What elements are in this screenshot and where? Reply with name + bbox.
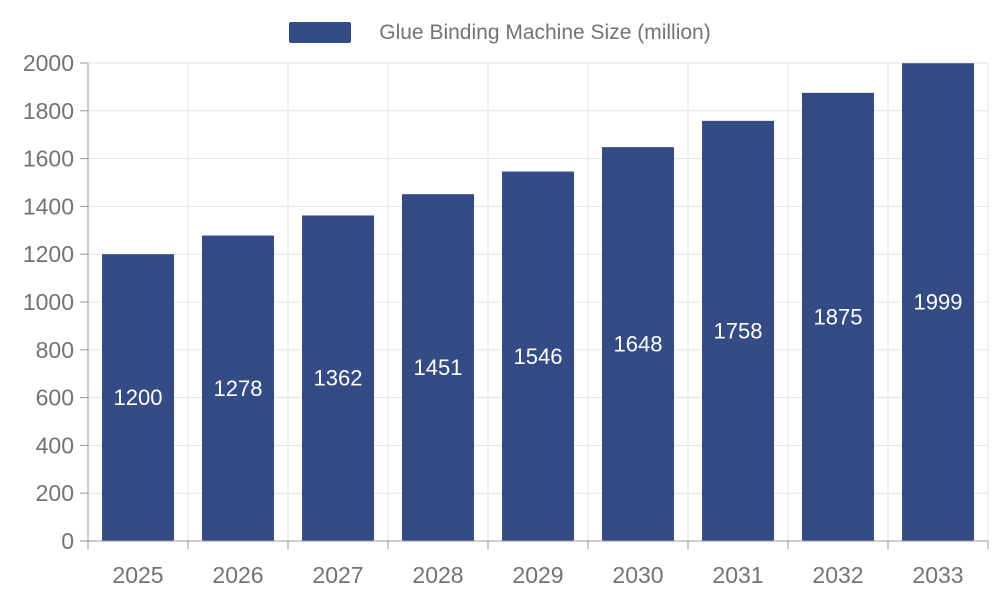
- bar[interactable]: [502, 171, 574, 542]
- bar[interactable]: [702, 120, 774, 541]
- legend-swatch[interactable]: [289, 21, 352, 43]
- x-tick-label: 2026: [212, 562, 263, 588]
- bar[interactable]: [102, 254, 174, 541]
- legend[interactable]: Glue Binding Machine Size (million): [0, 16, 1000, 48]
- x-tick-label: 2031: [712, 562, 763, 588]
- bar-value-label: 1546: [514, 344, 563, 369]
- y-tick-label: 1800: [23, 98, 74, 124]
- bar-value-label: 1875: [814, 304, 863, 329]
- y-tick-label: 400: [36, 432, 74, 458]
- bar-value-label: 1278: [214, 376, 263, 401]
- bar-value-label: 1999: [914, 290, 963, 315]
- bar[interactable]: [202, 235, 274, 542]
- x-tick-label: 2028: [412, 562, 463, 588]
- y-tick-label: 1200: [23, 241, 74, 267]
- bar[interactable]: [402, 194, 474, 541]
- bar-value-label: 1362: [314, 366, 363, 391]
- y-tick-label: 1000: [23, 289, 74, 315]
- x-tick-label: 2025: [112, 562, 163, 588]
- y-tick-label: 800: [36, 337, 74, 363]
- y-tick-label: 200: [36, 480, 74, 506]
- bar[interactable]: [902, 63, 974, 541]
- bar[interactable]: [602, 147, 674, 542]
- x-tick-label: 2030: [612, 562, 663, 588]
- y-tick-label: 1400: [23, 193, 74, 219]
- y-tick-label: 1600: [23, 146, 74, 172]
- x-tick-label: 2033: [912, 562, 963, 588]
- bar-value-label: 1200: [114, 385, 163, 410]
- bar[interactable]: [302, 215, 374, 541]
- y-tick-label: 0: [61, 528, 74, 554]
- x-tick-label: 2029: [512, 562, 563, 588]
- y-tick-label: 600: [36, 385, 74, 411]
- x-tick-label: 2032: [812, 562, 863, 588]
- legend-label[interactable]: Glue Binding Machine Size (million): [379, 20, 711, 44]
- bar-value-label: 1758: [714, 318, 763, 343]
- y-tick-label: 2000: [23, 50, 74, 76]
- bar-value-label: 1451: [414, 355, 463, 380]
- bar[interactable]: [802, 92, 874, 541]
- bar-value-label: 1648: [614, 332, 663, 357]
- x-tick-label: 2027: [312, 562, 363, 588]
